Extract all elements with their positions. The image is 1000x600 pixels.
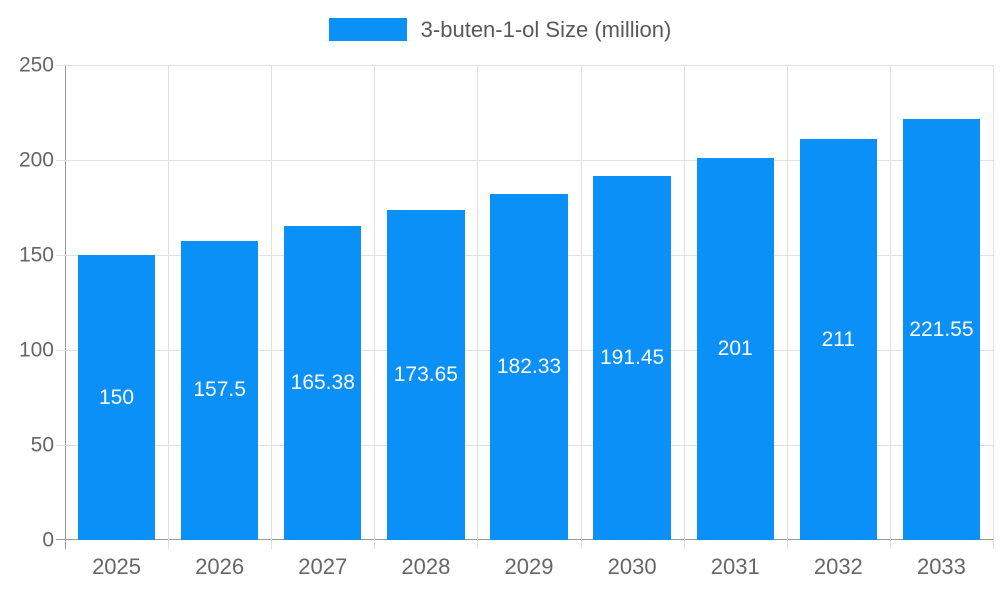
y-tick-label: 200	[18, 148, 54, 172]
y-axis-line	[65, 65, 66, 549]
legend-swatch	[328, 18, 407, 41]
y-tick-label: 50	[30, 433, 54, 457]
bar-2027: 165.38	[284, 225, 362, 540]
y-tick-label: 250	[18, 53, 54, 77]
x-tick-label: 2032	[813, 554, 863, 579]
bar-value-label: 150	[99, 385, 135, 409]
bar-value-label: 201	[717, 337, 753, 361]
bar-2025: 150	[77, 255, 156, 540]
x-tick-label: 2028	[401, 554, 451, 579]
bar-2031: 201	[696, 158, 774, 540]
vertical-gridline	[683, 65, 685, 549]
bar-value-label: 221.55	[909, 317, 974, 341]
y-tick-label: 0	[42, 528, 54, 552]
bar-2026: 157.5	[181, 240, 259, 540]
x-tick-label: 2030	[607, 554, 657, 579]
x-tick-label: 2026	[195, 554, 245, 579]
y-tick-label: 150	[18, 243, 54, 267]
x-tick-label: 2027	[298, 554, 348, 579]
legend: 3-buten-1-ol Size (million)	[0, 18, 1000, 41]
bar-value-label: 173.65	[393, 363, 458, 387]
y-tick-label: 100	[18, 338, 54, 362]
bar-value-label: 191.45	[599, 346, 665, 370]
vertical-gridline	[374, 65, 376, 549]
x-tick-label: 2025	[92, 554, 142, 579]
legend-label: 3-buten-1-ol Size (million)	[420, 16, 672, 42]
x-tick-label: 2033	[916, 554, 966, 579]
bar-2028: 173.65	[387, 210, 465, 540]
x-tick-label: 2031	[710, 554, 760, 579]
vertical-gridline	[477, 65, 479, 549]
vertical-gridline	[889, 65, 891, 549]
vertical-gridline	[993, 65, 994, 549]
bar-value-label: 165.38	[290, 370, 355, 394]
bar-2029: 182.33	[490, 193, 568, 540]
bar-value-label: 157.5	[193, 378, 246, 402]
y-axis-labels: 0 50 100 150 200 250	[0, 55, 54, 551]
x-tick-label: 2029	[504, 554, 554, 579]
bar-2033: 221.55	[902, 119, 981, 540]
bar-value-label: 182.33	[496, 354, 562, 378]
bar-2030: 191.45	[593, 176, 671, 540]
bar-value-label: 211	[821, 327, 856, 351]
horizontal-gridline	[56, 65, 993, 66]
bar-2032: 211	[799, 139, 877, 540]
x-axis-labels: 2025 2026 2027 2028 2029 2030 2031 2032 2033	[65, 556, 993, 586]
horizontal-gridline	[56, 160, 993, 161]
vertical-gridline	[168, 65, 170, 549]
vertical-gridline	[580, 65, 582, 549]
vertical-gridline	[786, 65, 788, 549]
plot-area: 150 157.5 165.38 173.65 182.33 191.45 201 211 22…	[56, 65, 994, 549]
vertical-gridline	[271, 65, 273, 549]
